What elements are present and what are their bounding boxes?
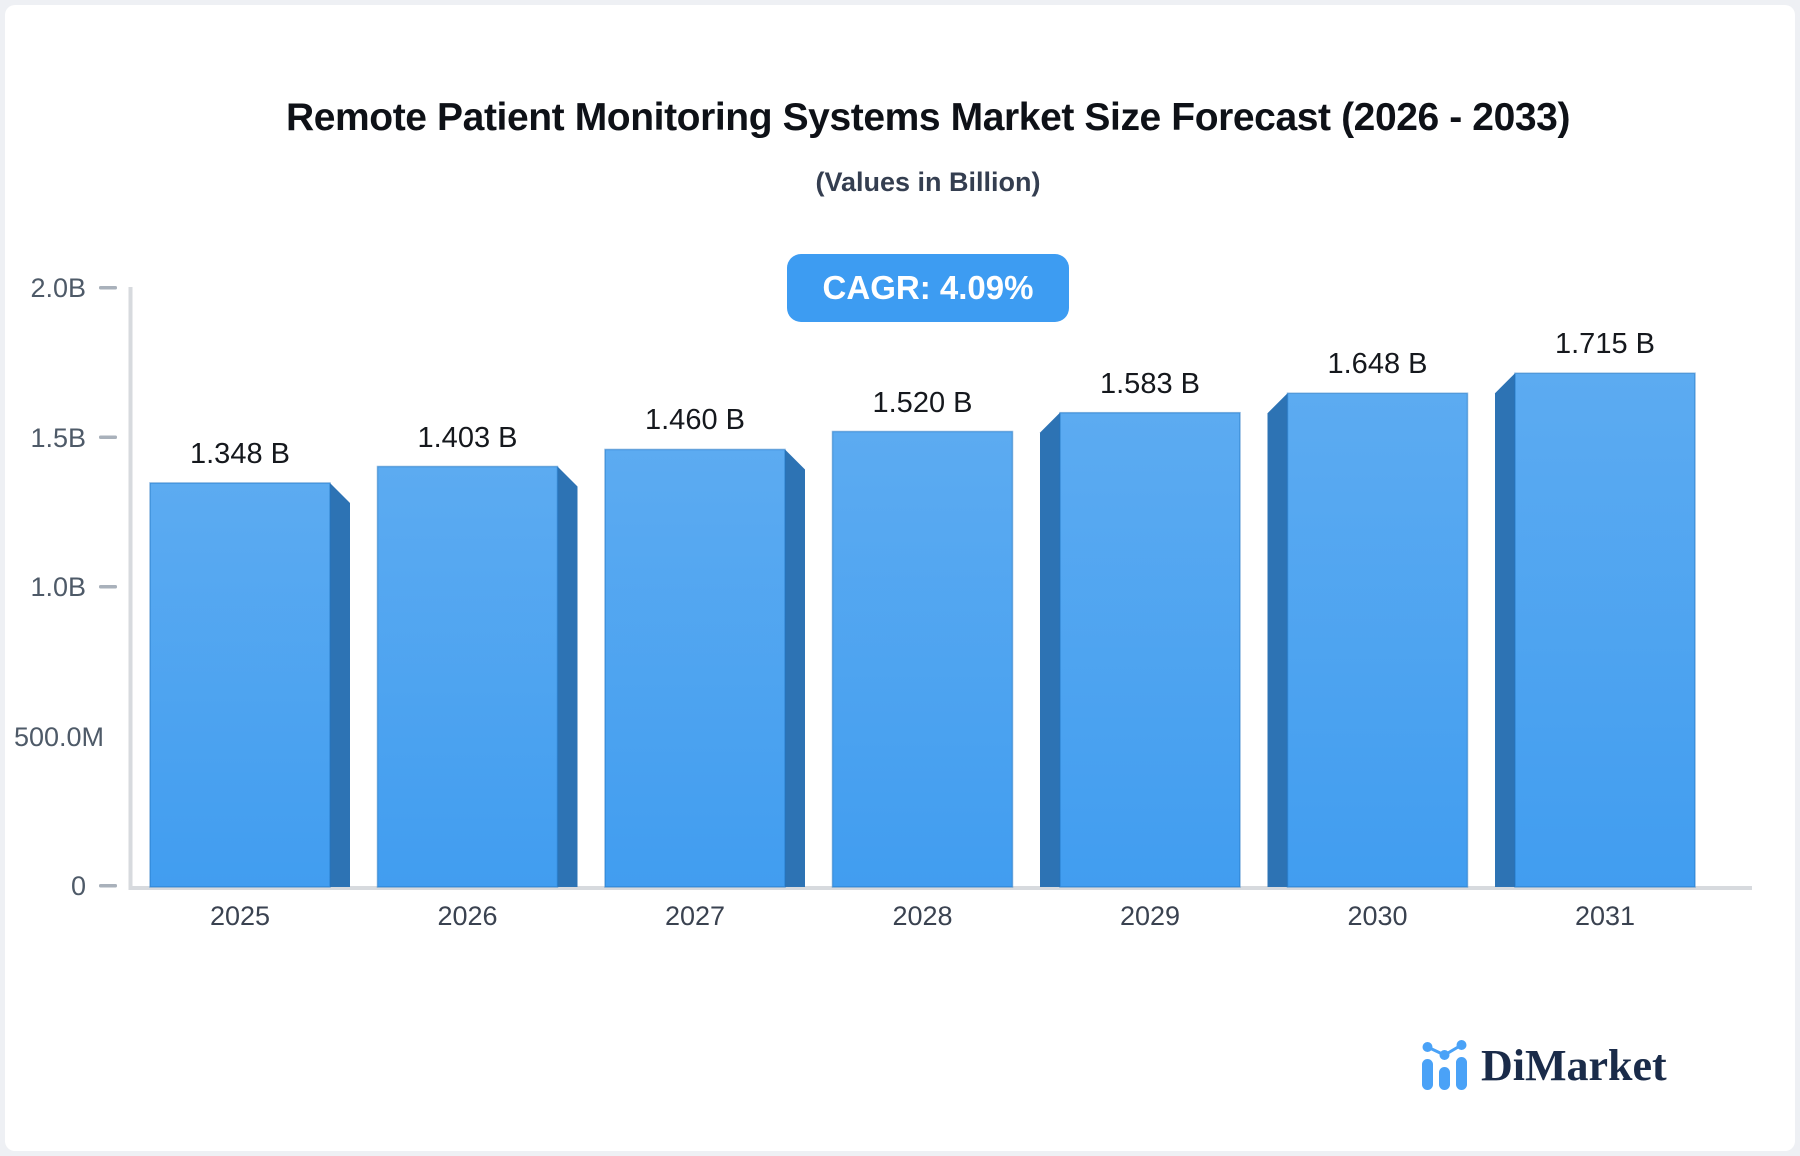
x-axis-category-label-2026: 2026 [437, 901, 498, 931]
bar-front-face [1514, 372, 1696, 888]
y-axis-tick-label: 2.0B [30, 273, 86, 303]
bar-value-label-2030: 1.648 B [1327, 348, 1428, 381]
bar-front-face [604, 448, 786, 888]
y-axis-tick-label: 0 [70, 871, 86, 901]
bar-2026[interactable] [376, 465, 578, 888]
bar-front-face [149, 482, 331, 888]
bar-value-label-2026: 1.403 B [417, 421, 518, 454]
x-axis-category-label-2025: 2025 [209, 901, 271, 931]
bar-side-face [1495, 373, 1515, 888]
bar-2028[interactable] [831, 430, 1014, 888]
bar-front-face [1059, 411, 1241, 888]
x-axis-category-label-2028: 2028 [892, 901, 953, 931]
bar-value-label-2025: 1.348 B [190, 437, 290, 470]
x-axis-line [128, 886, 1752, 890]
bar-front-face [376, 465, 559, 888]
x-axis-category-label-2030: 2030 [1347, 901, 1408, 931]
bar-side-face [785, 449, 805, 887]
bar-side-face [330, 482, 350, 887]
bar-2027[interactable] [604, 448, 805, 888]
x-axis-category-label-2031: 2031 [1574, 901, 1636, 931]
y-axis-tick [99, 884, 117, 888]
bar-2030[interactable] [1267, 392, 1469, 888]
dimarket-logo[interactable]: DiMarket [1420, 1038, 1667, 1094]
page-subtitle: (Values in Billion) [815, 167, 1041, 197]
y-axis-tick [99, 585, 117, 589]
x-axis-category-label-2029: 2029 [1119, 901, 1181, 931]
page-title: Remote Patient Monitoring Systems Market… [285, 96, 1571, 139]
badge-row: CAGR: 4.09% [28, 254, 1800, 322]
y-axis-tick-label: 1.0B [30, 572, 86, 602]
bar-value-label-2029: 1.583 B [1100, 367, 1200, 400]
bar-side-face [1267, 393, 1288, 887]
bar-2025[interactable] [149, 482, 350, 888]
bar-value-label-2031: 1.715 B [1555, 328, 1655, 361]
bar-value-label-2028: 1.520 B [872, 386, 973, 419]
y-axis-tick-label: 1.5B [30, 422, 86, 453]
bar-side-face [557, 466, 578, 887]
mini-bar-chart-logo-icon [1422, 1040, 1467, 1090]
y-axis-tick [99, 435, 117, 439]
bar-value-label-2027: 1.460 B [645, 404, 745, 437]
x-axis-category-label-2027: 2027 [664, 901, 726, 931]
y-axis-tick [99, 286, 117, 290]
cagr-badge: CAGR: 4.09% [786, 254, 1070, 322]
bar-front-face [831, 430, 1014, 888]
y-axis-tick-label: 500.0M [13, 721, 104, 752]
bar-2029[interactable] [1040, 411, 1241, 888]
bar-2031[interactable] [1495, 372, 1696, 888]
logo-text: DiMarket [1481, 1041, 1667, 1090]
y-axis-line [128, 287, 133, 890]
bar-side-face [1040, 412, 1060, 887]
bar-front-face [1286, 392, 1469, 888]
